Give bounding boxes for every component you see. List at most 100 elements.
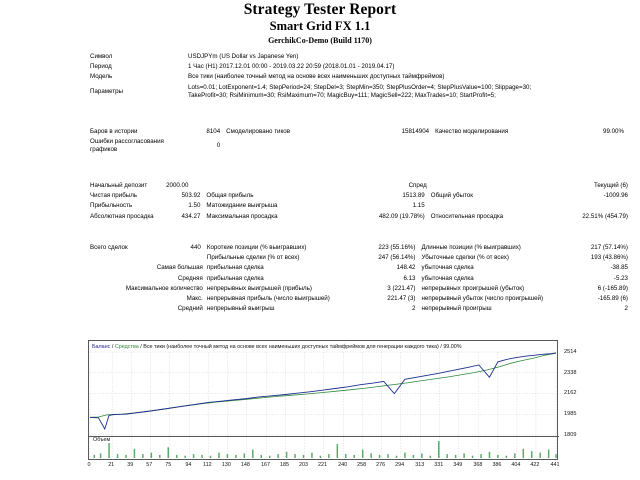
x-axis-tick: 94 [185, 462, 192, 468]
total-trades-label: Всего сделок [90, 244, 128, 251]
x-axis-tick: 294 [395, 462, 405, 468]
balance-equity-chart: Баланс / Средства / Все тики (наиболее т… [88, 340, 559, 460]
account-info: GerchikCo-Demo (Build 1170) [268, 36, 372, 45]
table-row: Средний непрерывный выигрыш 2 непрерывны… [88, 304, 632, 314]
x-axis-tick: 57 [146, 462, 153, 468]
x-axis-tick: 331 [434, 462, 444, 468]
max-consecutive-profit-label: непрерывная прибыль (число выигрышей) [206, 295, 330, 303]
avg-consecutive-wins-label: непрерывный выигрыш [206, 305, 275, 313]
largest-label: Самая большая [156, 264, 203, 272]
y-axis-tick: 1809 [564, 432, 577, 438]
ticks-label: Смоделировано тиков [226, 128, 291, 135]
legend-balance: Баланс [92, 343, 111, 350]
simulation-table: Баров в истории 8104 Смоделировано тиков… [88, 127, 628, 156]
test-info-table: Символ USDJPYm (US Dollar vs Japanese Ye… [88, 52, 588, 101]
max-consecutive-loss-label: непрерывный убыток (число проигрышей) [421, 295, 544, 303]
profit-factor-label: Прибыльность [90, 202, 133, 210]
x-axis-tick: 203 [299, 462, 308, 468]
x-axis-tick: 441 [550, 462, 560, 468]
profit-trades-label: Прибыльные сделки (% от всех) [206, 254, 300, 262]
money-summary-table: Начальный депозит 2000.00 Спред Текущий … [88, 181, 632, 222]
x-axis-tick: 130 [221, 462, 231, 468]
loss-trades-value: 193 (43.86%) [590, 254, 628, 262]
max-drawdown-label: Максимальная просадка [206, 212, 278, 220]
max-consecutive-wins-label: непрерывных выигрышей (прибыль) [206, 284, 312, 292]
avg-consecutive-losses-label: непрерывный проигрыш [421, 305, 492, 313]
max-consecutive-losses-value: 6 (-165.89) [597, 284, 628, 292]
largest-loss-label: убыточная сделка [421, 264, 474, 272]
volume-label: Объем [92, 437, 112, 443]
period-label: Период [90, 63, 112, 71]
largest-loss-value: -38.85 [610, 264, 628, 272]
model-value: Все тики (наиболее точный метод на основ… [188, 73, 445, 81]
x-axis-tick: 39 [127, 462, 134, 468]
short-positions-value: 223 (55.16%) [378, 244, 416, 251]
symbol-value: USDJPYm (US Dollar vs Japanese Yen) [188, 53, 299, 60]
x-axis-tick: 185 [279, 462, 289, 468]
x-axis-tick: 75 [165, 462, 172, 468]
x-axis-tick: 404 [511, 462, 521, 468]
profit-trades-value: 247 (56.14%) [378, 254, 416, 262]
long-positions-value: 217 (57.14%) [590, 244, 628, 251]
x-axis-tick: 167 [260, 462, 270, 468]
average-consecutive-label: Средний [177, 305, 203, 313]
max-count-label: Максимальное количество [125, 284, 203, 292]
x-axis-tick: 313 [415, 462, 425, 468]
table-row: Максимальное количество непрерывных выиг… [88, 284, 632, 294]
average-profit-value: 6.13 [403, 274, 416, 282]
absolute-drawdown-value: 434.27 [181, 212, 201, 220]
table-row: Прибыльность 1.50 Матожидание выигрыша 1… [88, 201, 632, 211]
relative-drawdown-label: Относительная просадка [430, 212, 504, 220]
expected-payoff-value: 1.15 [412, 202, 425, 210]
table-row: Модель Все тики (наиболее точный метод н… [88, 72, 588, 82]
table-row: Чистая прибыль 503.92 Общая прибыль 1513… [88, 191, 632, 201]
average-label: Средняя [177, 274, 203, 282]
legend-separator-2: / [140, 343, 142, 350]
x-axis-tick: 368 [473, 462, 483, 468]
table-row: Средняя прибыльная сделка 6.13 убыточная… [88, 274, 632, 284]
total-trades-value: 440 [190, 244, 201, 251]
x-axis-tick: 386 [492, 462, 502, 468]
y-axis-tick: 1985 [564, 411, 577, 418]
absolute-drawdown-label: Абсолютная просадка [90, 212, 154, 220]
spread-value: Текущий (6) [593, 182, 628, 189]
average-loss-value: -5.23 [613, 274, 628, 282]
max-label: Макс. [186, 295, 203, 303]
bars-value: 8104 [206, 128, 221, 135]
net-profit-value: 503.92 [181, 192, 201, 200]
deals-summary-table: Всего сделок 440 Короткие позиции (% выи… [88, 243, 632, 314]
max-consecutive-profit-value: 221.47 (3) [387, 295, 416, 303]
avg-consecutive-wins-value: 2 [412, 305, 416, 313]
table-row: Период 1 Час (H1) 2017.12.01 00:00 - 201… [88, 62, 588, 72]
y-axis-tick: 2162 [564, 390, 577, 397]
report-header: Strategy Tester Report Smart Grid FX 1.1… [0, 0, 640, 46]
parameters-line-1: Lots=0.01; LotExponent=1.4; StepPeriod=2… [188, 83, 532, 91]
x-axis-tick: 221 [318, 462, 328, 468]
expert-name: Smart Grid FX 1.1 [269, 19, 371, 33]
legend-model: Все тики (наиболее точный метод на основ… [143, 343, 439, 350]
x-axis-tick: 276 [376, 462, 386, 468]
max-consecutive-losses-label: непрерывных проигрышей (убыток) [421, 284, 525, 292]
expected-payoff-label: Матожидание выигрыша [206, 202, 278, 210]
x-axis-tick: 258 [357, 462, 367, 468]
max-consecutive-wins-value: 3 (221.47) [387, 284, 416, 292]
gross-profit-value: 1513.89 [402, 192, 425, 200]
long-positions-label: Длинные позиции (% выигравших) [421, 244, 521, 251]
x-axis-tick: 0 [87, 462, 91, 468]
chart-canvas [89, 351, 557, 458]
x-axis-tick: 21 [108, 462, 115, 468]
x-axis-tick: 148 [240, 462, 250, 468]
x-axis-tick: 240 [338, 462, 348, 468]
loss-trades-label: Убыточные сделки (% от всех) [421, 254, 509, 262]
table-row: Символ USDJPYm (US Dollar vs Japanese Ye… [88, 52, 588, 62]
legend-separator-1: / [111, 343, 114, 350]
table-row: Самая большая прибыльная сделка 148.42 у… [88, 263, 632, 273]
gross-profit-label: Общая прибыль [206, 192, 254, 200]
model-label: Модель [90, 73, 113, 81]
period-value: 1 Час (H1) 2017.12.01 00:00 - 2019.03.22… [188, 63, 395, 71]
short-positions-label: Короткие позиции (% выигравших) [206, 244, 307, 251]
quality-value: 99.00% [603, 128, 624, 135]
avg-consecutive-losses-value: 2 [624, 305, 628, 313]
spread-label: Спред [408, 182, 427, 189]
parameters-label: Параметры [90, 87, 123, 95]
